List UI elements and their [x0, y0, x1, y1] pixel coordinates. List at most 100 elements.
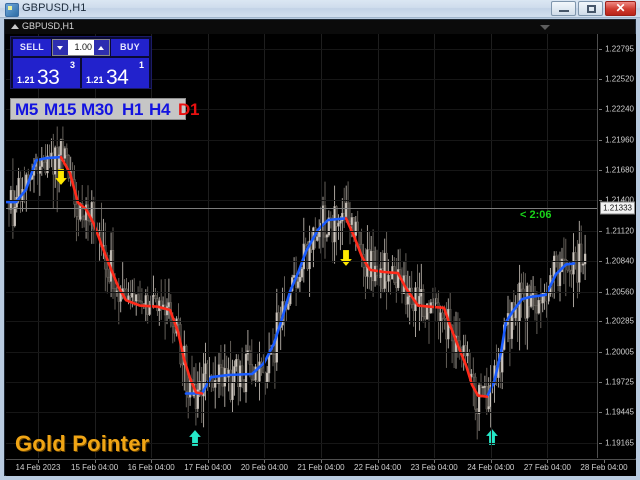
price-tick-label: 1.22240 — [605, 104, 634, 114]
price-tick-label: 1.21400 — [605, 196, 634, 205]
spin-up-icon — [98, 46, 104, 50]
vertical-gridline — [207, 34, 209, 458]
date-tick-label: 24 Feb 04:00 — [467, 463, 515, 472]
price-tick-label: 1.22520 — [605, 74, 634, 84]
price-tick-label: 1.22795 — [605, 44, 634, 54]
price-tick — [599, 382, 602, 384]
date-tick — [604, 460, 605, 463]
price-tick-label: 1.20005 — [605, 347, 634, 357]
lot-size-stepper[interactable]: 1.00 — [52, 39, 110, 56]
price-tick-label: 1.20285 — [605, 316, 634, 326]
vertical-gridline — [321, 34, 322, 458]
bar-countdown-label: < 2:06 — [520, 209, 552, 221]
date-tick — [547, 460, 549, 463]
ask-fraction: 1 — [138, 60, 144, 70]
horizontal-gridline — [6, 291, 598, 293]
price-tick — [599, 200, 602, 202]
vertical-gridline — [490, 34, 492, 458]
price-tick — [599, 79, 602, 80]
chevron-down-icon[interactable] — [540, 25, 550, 30]
timeframe-m5[interactable]: M5 — [15, 100, 39, 119]
lot-decrement-button[interactable] — [53, 40, 68, 55]
buy-arrow-marker — [188, 429, 202, 447]
timeframe-h4[interactable]: H4 — [149, 100, 171, 119]
date-tick — [207, 460, 209, 463]
price-tick-label: 1.19725 — [605, 377, 634, 387]
maximize-icon — [587, 5, 596, 13]
buy-button[interactable]: BUY — [111, 39, 149, 56]
price-tick — [599, 412, 602, 414]
minimize-button[interactable] — [551, 1, 576, 16]
price-tick — [599, 139, 602, 141]
bid-prefix: 1.21 — [17, 75, 35, 85]
bid-price-box[interactable]: 1.21 33 3 — [13, 58, 80, 89]
price-tick — [599, 442, 602, 444]
trade-panel: SELL 1.00 BUY 1.21 33 3 1.21 34 1 — [10, 36, 152, 89]
spin-down-icon — [57, 46, 63, 50]
collapse-triangle-icon[interactable] — [11, 24, 19, 29]
horizontal-gridline — [6, 139, 598, 141]
price-scale[interactable]: 1.22795 1.22520 1.22240 1.21960 1.21680 1.214… — [599, 34, 636, 458]
price-tick-label: 1.20840 — [605, 256, 634, 266]
vertical-gridline — [547, 34, 549, 458]
timeframe-m15[interactable]: M15 — [44, 100, 77, 119]
date-tick — [377, 460, 379, 463]
horizontal-gridline — [6, 261, 598, 263]
vertical-gridline — [38, 34, 39, 458]
date-tick — [94, 460, 96, 463]
timeframe-h1[interactable]: H1 — [122, 100, 144, 119]
horizontal-gridline — [6, 442, 598, 444]
horizontal-gridline — [6, 79, 598, 80]
timeframe-d1[interactable]: D1 — [178, 100, 200, 119]
chart-header: GBPUSD,H1 — [5, 20, 635, 34]
close-icon: ✕ — [615, 1, 626, 15]
date-tick-label: 21 Feb 04:00 — [297, 463, 345, 472]
ask-price-box[interactable]: 1.21 34 1 — [82, 58, 149, 89]
vertical-gridline — [434, 34, 436, 458]
price-tick — [599, 351, 602, 353]
date-tick-label: 28 Feb 04:00 — [580, 463, 628, 472]
maximize-button[interactable] — [578, 1, 603, 16]
price-tick — [599, 170, 602, 172]
close-button[interactable]: ✕ — [605, 1, 636, 16]
price-tick-label: 1.21120 — [605, 226, 634, 236]
trend-line-down — [59, 155, 489, 398]
window-title: GBPUSD,H1 — [22, 2, 87, 14]
trend-line-up — [6, 155, 576, 398]
current-price-label: 1.21333 — [600, 201, 635, 215]
price-tick — [599, 49, 602, 51]
horizontal-gridline — [6, 109, 598, 111]
date-tick-label: 20 Feb 04:00 — [240, 463, 288, 472]
price-tick-label: 1.21960 — [605, 135, 634, 145]
date-scale[interactable]: 14 Feb 2023 15 Feb 04:00 16 Feb 04:00 17 Fe… — [6, 459, 636, 476]
date-tick-label: 23 Feb 04:00 — [410, 463, 458, 472]
date-tick-label: 27 Feb 04:00 — [523, 463, 571, 472]
horizontal-gridline — [6, 200, 598, 202]
date-tick-label: 22 Feb 04:00 — [354, 463, 402, 472]
price-tick — [599, 261, 602, 263]
chart-symbol-label: GBPUSD,H1 — [22, 21, 75, 31]
timeframe-m30[interactable]: M30 — [81, 100, 114, 119]
ask-main: 34 — [106, 66, 129, 89]
horizontal-gridline — [6, 412, 598, 414]
lot-size-value: 1.00 — [74, 42, 92, 52]
price-tick — [599, 230, 602, 232]
price-tick-label: 1.19445 — [605, 407, 634, 417]
bid-main: 33 — [37, 66, 60, 89]
bid-fraction: 3 — [69, 60, 75, 70]
vertical-gridline — [151, 34, 153, 458]
horizontal-gridline — [6, 321, 598, 323]
window-titlebar: GBPUSD,H1 ✕ — [0, 0, 640, 18]
date-tick — [151, 460, 153, 463]
date-tick — [321, 460, 322, 463]
price-tick-label: 1.20560 — [605, 287, 634, 297]
price-chart-svg — [6, 126, 587, 447]
price-tick-label: 1.19165 — [605, 438, 634, 448]
date-tick — [38, 460, 39, 463]
lot-increment-button[interactable] — [94, 40, 109, 55]
chart-window-icon — [5, 3, 19, 17]
date-tick-label: 14 Feb 2023 — [15, 463, 61, 472]
timeframe-selector: M5 M15 M30 H1 H4 D1 — [10, 98, 199, 120]
sell-button[interactable]: SELL — [13, 39, 51, 56]
